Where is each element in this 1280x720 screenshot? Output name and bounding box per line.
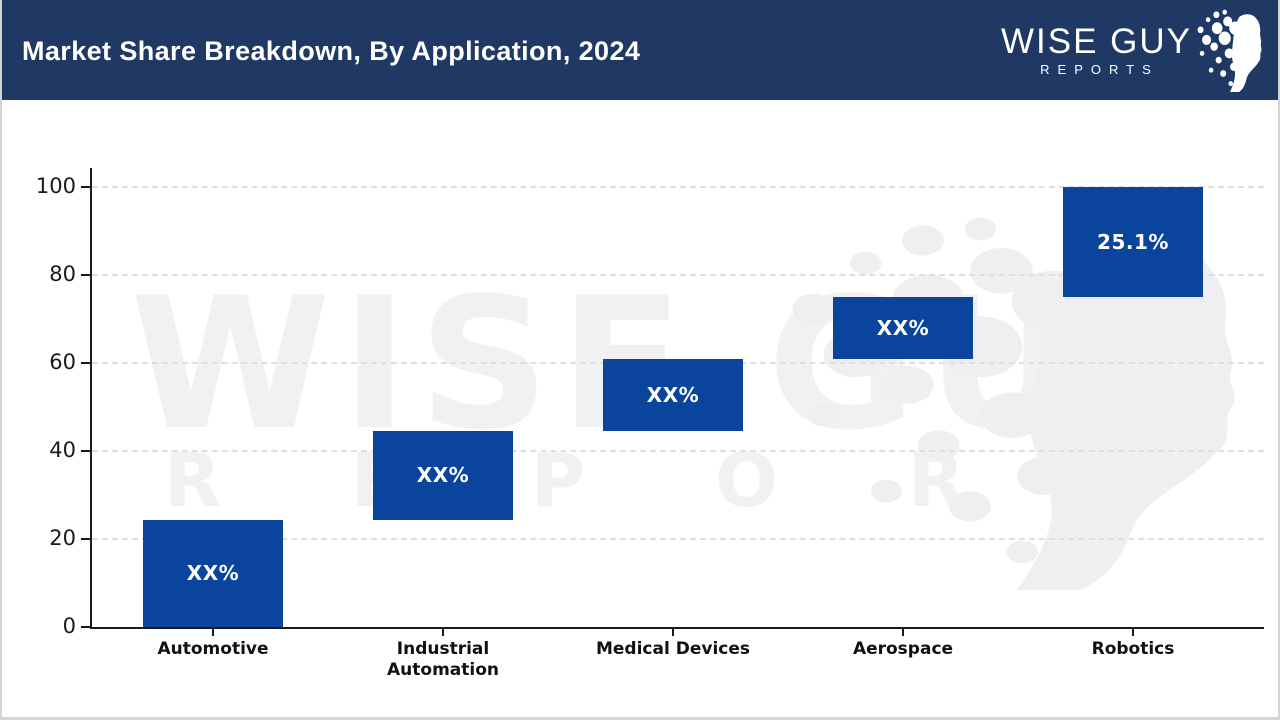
y-tick-mark [81, 626, 90, 628]
bar-value-label: 25.1% [1097, 230, 1169, 255]
x-tick-mark [672, 629, 674, 636]
bar-medical-devices: XX% [603, 359, 743, 432]
gridline-40 [92, 450, 1264, 452]
wiseguy-logo: WISE GUY REPORTS [1001, 6, 1264, 94]
header-bar: Market Share Breakdown, By Application, … [2, 0, 1278, 100]
category-label-4: Aerospace [852, 639, 954, 659]
x-tick-mark [212, 629, 214, 636]
logo-wiseguy-label: WISE GUY [1000, 21, 1192, 61]
bar-robotics: 25.1% [1063, 187, 1203, 298]
bar-value-label: XX% [416, 463, 470, 488]
bar-aerospace: XX% [833, 297, 973, 360]
bar-value-label: XX% [186, 561, 240, 586]
gridline-20 [92, 538, 1264, 540]
logo-reports-label: REPORTS [1040, 61, 1159, 77]
x-tick-mark [902, 629, 904, 636]
wiseguy-logo-text: WISE GUY REPORTS [1000, 21, 1192, 77]
category-label-3: Medical Devices [595, 639, 750, 659]
y-tick-label: 80 [49, 262, 76, 286]
bar-value-label: XX% [646, 383, 700, 408]
x-tick-mark [442, 629, 444, 636]
y-tick-label: 100 [35, 174, 76, 198]
y-tick-label: 60 [49, 350, 76, 374]
bar-value-label: XX% [876, 316, 930, 341]
x-axis-line [90, 627, 1264, 629]
x-tick-mark [1132, 629, 1134, 636]
y-tick-mark [81, 362, 90, 364]
gridline-100 [92, 186, 1264, 188]
y-tick-mark [81, 186, 90, 188]
category-label-5: Robotics [1091, 639, 1175, 659]
y-tick-label: 20 [49, 526, 76, 550]
y-tick-label: 40 [49, 438, 76, 462]
y-tick-label: 0 [62, 614, 76, 638]
y-tick-mark [81, 274, 90, 276]
category-label-1: Automotive [157, 639, 269, 659]
gridline-80 [92, 274, 1264, 276]
page-title: Market Share Breakdown, By Application, … [22, 36, 641, 66]
y-tick-mark [81, 450, 90, 452]
wiseguy-face-icon [1197, 9, 1262, 92]
y-tick-mark [81, 538, 90, 540]
y-axis-line [90, 168, 92, 629]
category-label-2: Industrial Automation [387, 639, 499, 681]
bar-industrial-automation: XX% [373, 431, 513, 520]
bar-automotive: XX% [143, 519, 283, 627]
